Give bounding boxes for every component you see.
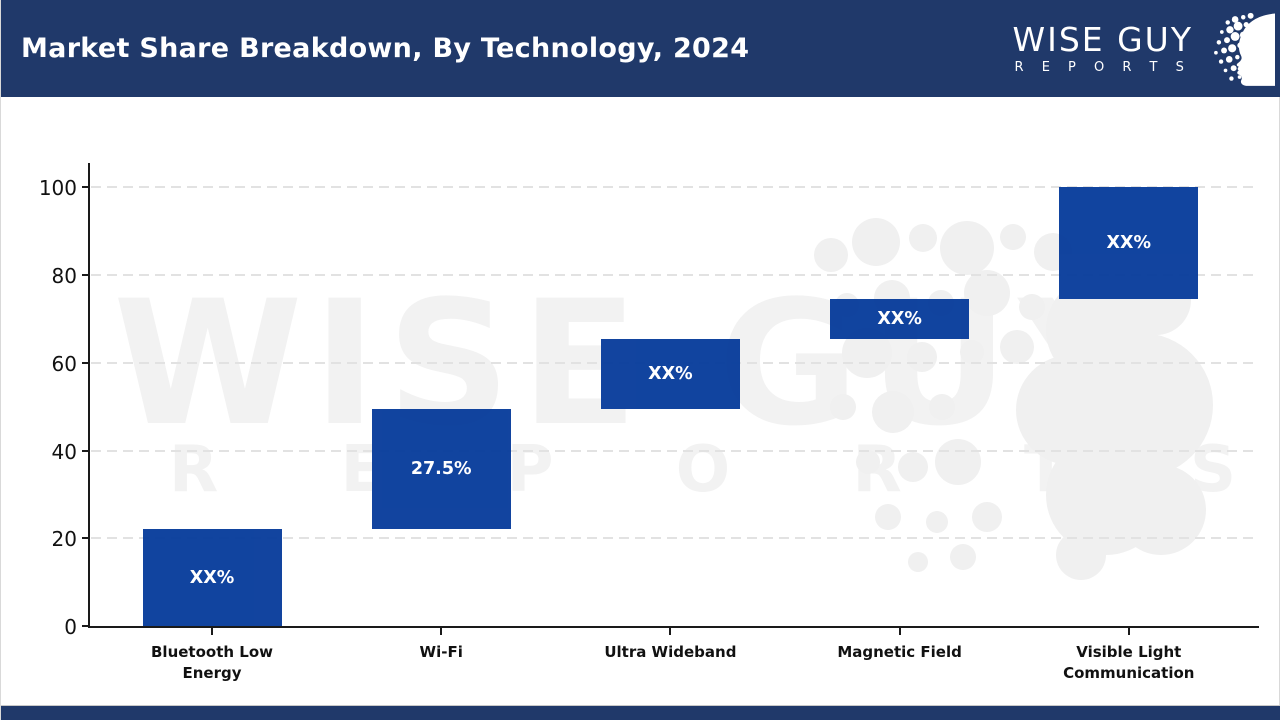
gridline-20 (91, 537, 1259, 540)
watermark-face-dots-icon (814, 218, 1213, 580)
page-title: Market Share Breakdown, By Technology, 2… (21, 33, 750, 64)
bar-magnetic-field: XX% (830, 299, 970, 339)
wiseguy-face-icon (1214, 12, 1275, 86)
gridline-100 (91, 186, 1259, 189)
y-tick-60 (82, 361, 89, 364)
footer-hairline (1, 705, 1280, 706)
x-category-label: Visible Light Communication (1063, 643, 1195, 682)
bar-value-label: XX% (189, 567, 235, 588)
bar-value-label: XX% (648, 363, 693, 384)
header-bar: Market Share Breakdown, By Technology, 2… (1, 0, 1280, 97)
y-tick-40 (82, 449, 89, 452)
x-category-label: Bluetooth Low Energy (151, 643, 273, 682)
bar-value-label: XX% (1106, 233, 1152, 254)
gridline-80 (91, 274, 1259, 276)
y-axis-line (88, 163, 90, 628)
bar-wi-fi: 27.5% (371, 408, 511, 530)
y-tick-0 (82, 625, 89, 627)
logo-text: WISE GUY R E P O R T S (1012, 23, 1193, 75)
bar-ultra-wideband: XX% (600, 338, 740, 409)
y-tick-label: 20 (51, 527, 77, 552)
y-tick-label: 60 (51, 351, 77, 376)
x-tick (1127, 628, 1130, 635)
chart-plot-area: 0 20 40 60 80 100 XX% 27.5% XX% XX% XX% Bluetooth L… (1, 97, 1280, 706)
y-tick-100 (82, 186, 89, 189)
bar-value-label: 27.5% (410, 459, 472, 480)
footer-bar (1, 706, 1280, 720)
x-tick (669, 628, 672, 635)
x-tick (898, 628, 901, 635)
x-category-label: Ultra Wideband (604, 643, 737, 661)
x-tick (440, 628, 443, 635)
y-tick-label: 100 (38, 176, 77, 201)
logo-wordmark: WISE GUY (1012, 19, 1193, 59)
wiseguy-logo: WISE GUY R E P O R T S (1012, 0, 1275, 97)
y-tick-20 (82, 537, 89, 540)
gridline-40 (91, 449, 1259, 452)
y-tick-80 (82, 274, 89, 276)
x-category-label: Magnetic Field (837, 643, 962, 661)
y-tick-label: 40 (51, 439, 77, 464)
y-tick-label: 80 (51, 264, 77, 288)
y-tick-label: 0 (64, 615, 77, 639)
bar-value-label: XX% (877, 308, 922, 329)
bar-visible-light-communication: XX% (1059, 187, 1199, 300)
x-category-label: Wi-Fi (419, 643, 463, 661)
x-tick (211, 628, 213, 635)
x-axis-line (88, 626, 1259, 628)
bar-bluetooth-low-energy: XX% (142, 529, 282, 626)
logo-subtitle: R E P O R T S (1014, 59, 1191, 75)
